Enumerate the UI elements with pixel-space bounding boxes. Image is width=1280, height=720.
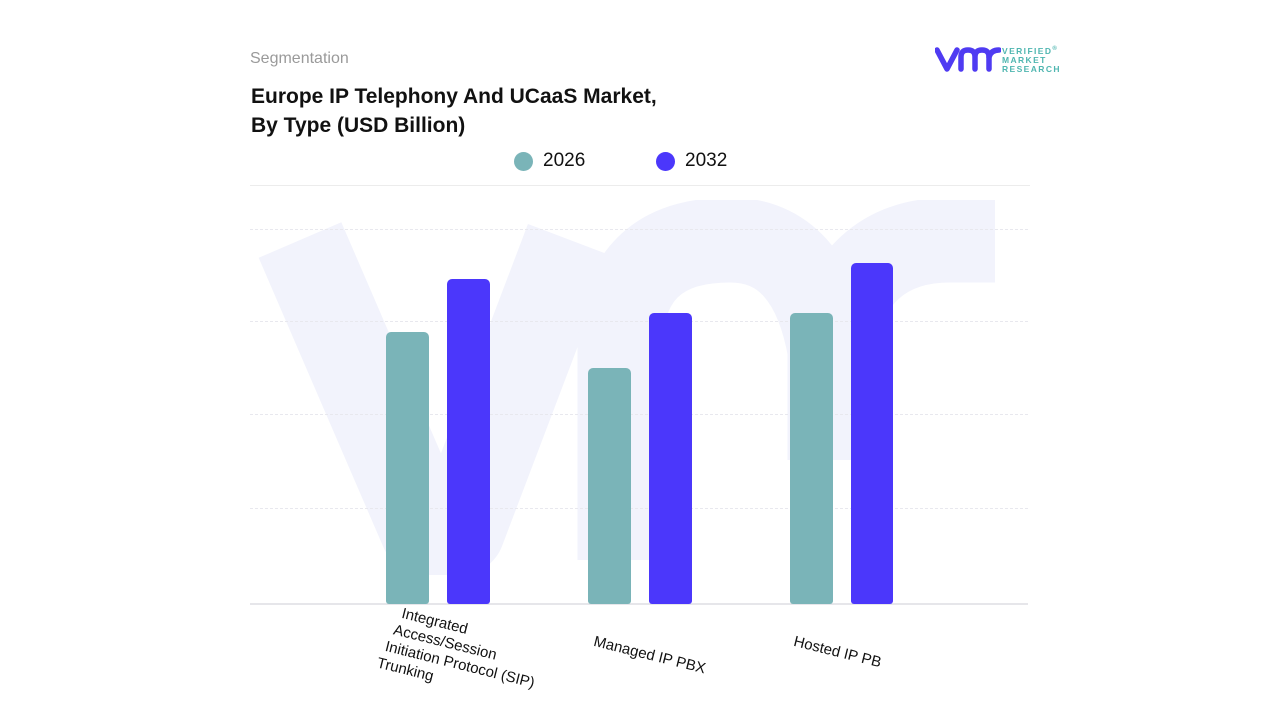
chart-legend: 2026 2032 (0, 150, 1280, 174)
vmr-logo (934, 44, 1065, 76)
legend-item-2032[interactable]: 2032 (656, 150, 727, 172)
x-label-line: Managed IP PBX (591, 633, 708, 678)
x-axis-baseline (250, 603, 1028, 605)
chart-title-line1: Europe IP Telephony And UCaaS Market, (251, 85, 657, 108)
legend-item-2026[interactable]: 2026 (514, 150, 585, 172)
bar-hosted-ip-pb-2026[interactable] (790, 313, 833, 604)
logo-line-1: VERIFIED (1002, 45, 1053, 56)
x-label-hosted-ip-pb: Hosted IP PB (792, 633, 883, 672)
watermark-logo-icon (258, 200, 995, 575)
logo-text: VERIFIED® MARKET RESEARCH (1002, 45, 1061, 74)
x-label-managed-ip-pbx: Managed IP PBX (592, 633, 708, 678)
legend-label: 2032 (685, 150, 728, 171)
gridline (250, 508, 1028, 509)
logo-line-3: RESEARCH (1002, 63, 1061, 74)
x-label-sip: Integrated Access/Session Initiation Pro… (375, 605, 546, 710)
x-label-line: Hosted IP PB (791, 633, 884, 672)
chart-title-line2: By Type (USD Billion) (251, 114, 466, 137)
legend-dot-2032-icon (656, 151, 675, 171)
plot-area (250, 200, 1030, 610)
bar-managed-ip-pbx-2026[interactable] (588, 368, 631, 604)
bar-sip-2032[interactable] (447, 279, 490, 604)
header-divider (250, 185, 1030, 186)
bar-hosted-ip-pb-2032[interactable] (851, 263, 893, 604)
segment-label: Segmentation (250, 50, 349, 67)
chart-title: Europe IP Telephony And UCaaS Market, By… (251, 82, 657, 140)
logo-line-2: MARKET (1002, 54, 1047, 65)
legend-dot-2026-icon (514, 151, 533, 171)
gridline (250, 414, 1028, 415)
gridline (250, 229, 1028, 230)
bar-sip-2026[interactable] (386, 332, 429, 604)
registered-mark: ® (1052, 46, 1059, 52)
vmr-logo-icon (934, 47, 1002, 72)
bar-managed-ip-pbx-2032[interactable] (649, 313, 692, 604)
legend-label: 2026 (543, 150, 586, 171)
gridline (250, 321, 1028, 322)
